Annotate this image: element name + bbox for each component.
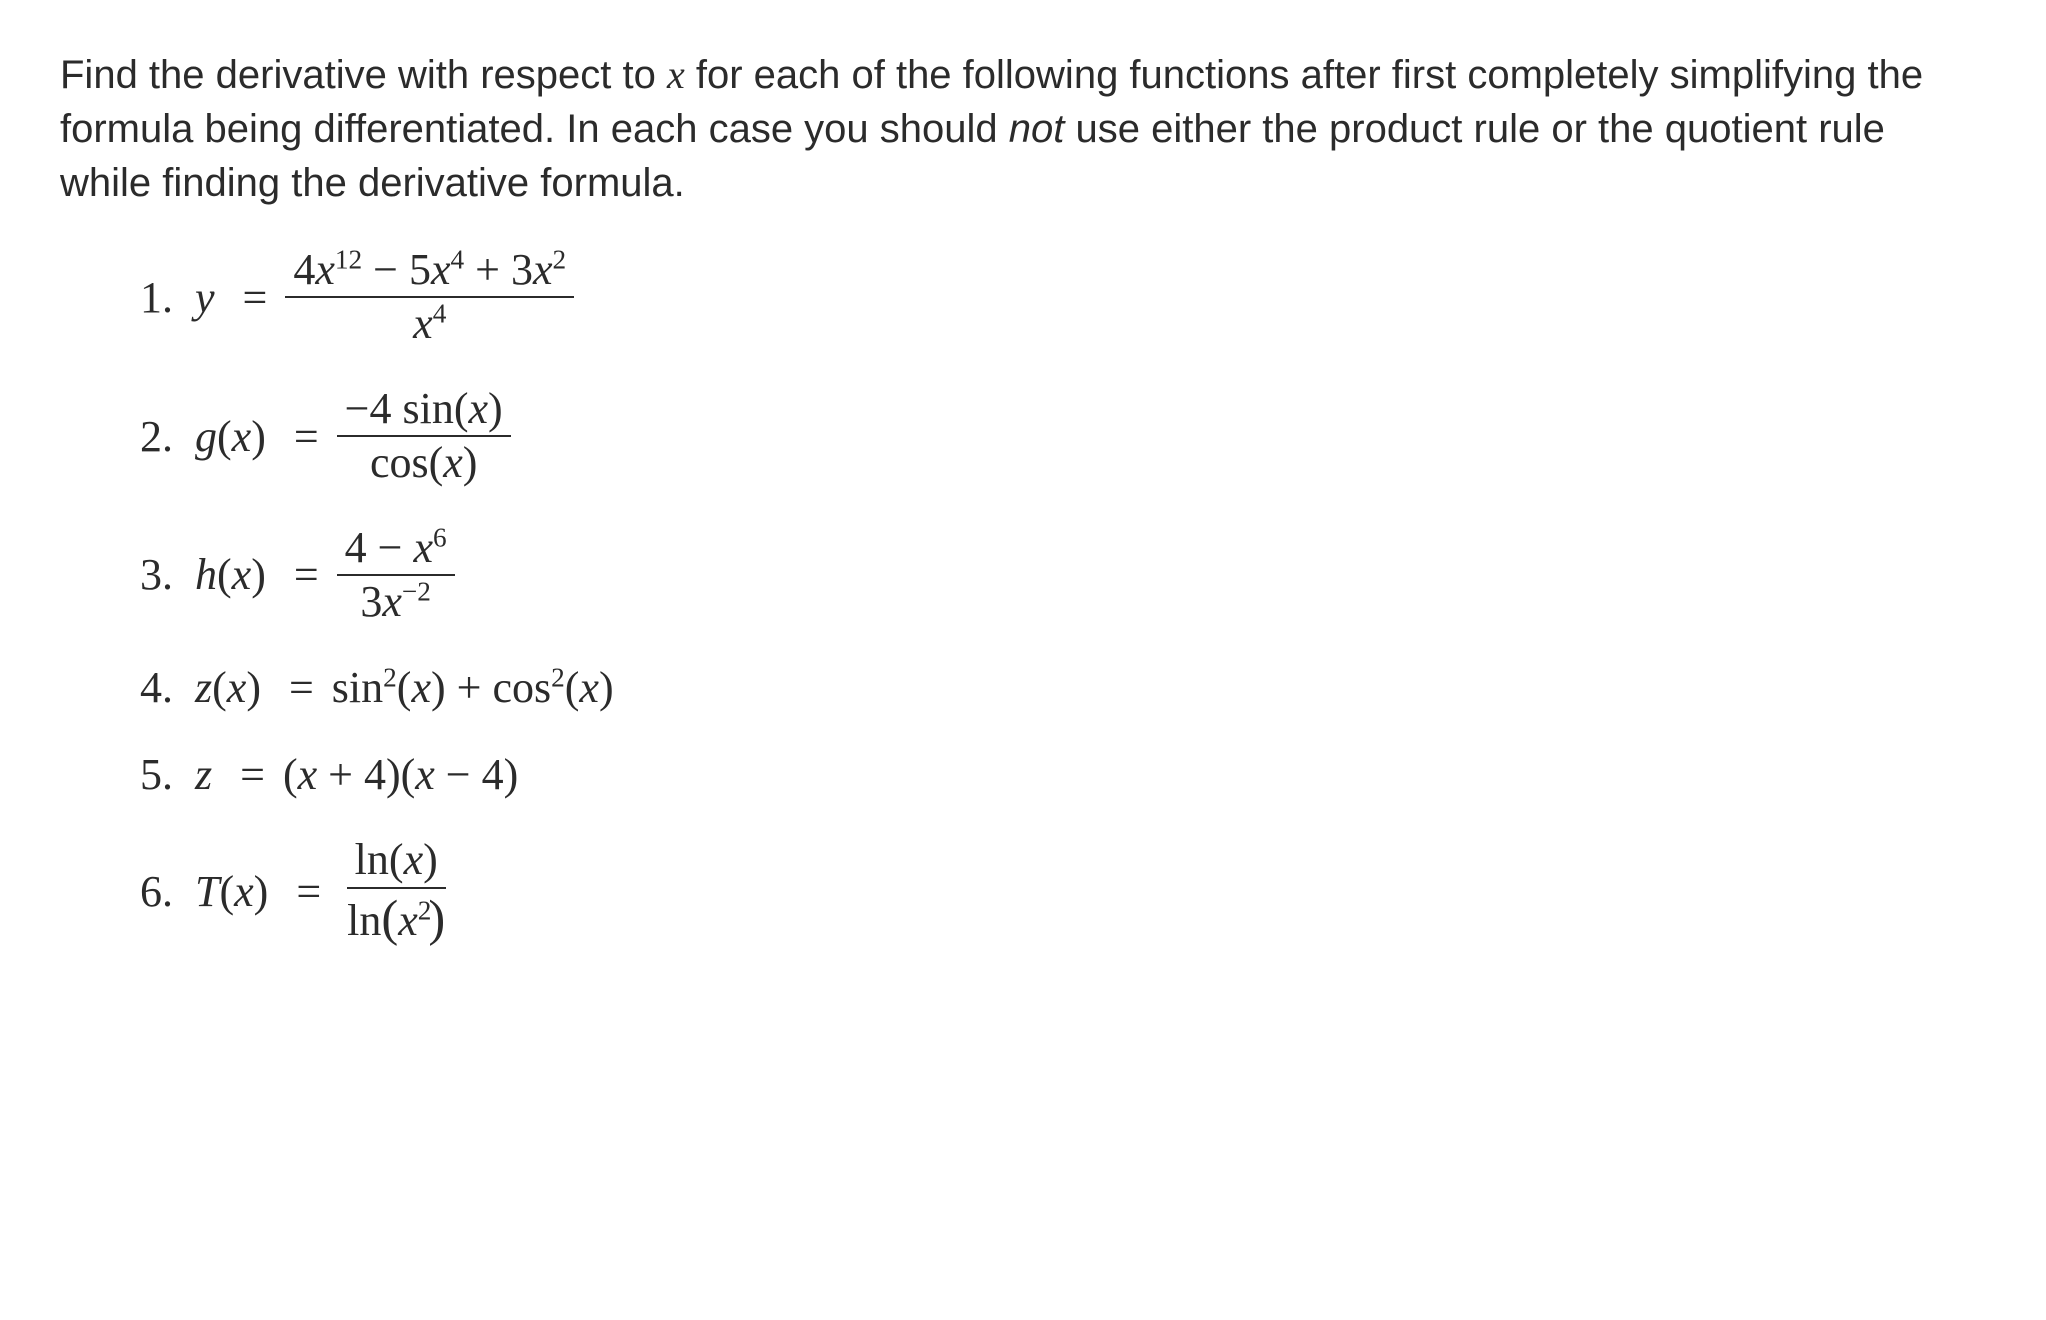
problem-item: 5.z = (x + 4)(x − 4) bbox=[140, 749, 1986, 800]
problem-item: 3.h(x) = 4 − x63x−2 bbox=[140, 524, 1986, 627]
problem-item: 6.T(x) = ln(x)ln(x2) bbox=[140, 836, 1986, 946]
intro-part1: Find the derivative with respect to bbox=[60, 53, 667, 97]
fraction-denominator: 3x−2 bbox=[352, 576, 439, 626]
equals-sign: = bbox=[296, 866, 321, 917]
fraction: −4 sin(x)cos(x) bbox=[337, 385, 511, 488]
problem-number: 6. bbox=[140, 866, 195, 917]
equals-sign: = bbox=[240, 749, 265, 800]
equation-lhs: z(x) bbox=[195, 662, 261, 713]
fraction-numerator: 4x12 − 5x4 + 3x2 bbox=[285, 246, 574, 298]
problem-number: 2. bbox=[140, 411, 195, 462]
problem-number: 4. bbox=[140, 662, 195, 713]
fraction: 4 − x63x−2 bbox=[337, 524, 455, 627]
equation-rhs: sin2(x) + cos2(x) bbox=[332, 662, 614, 713]
equation-lhs: y bbox=[195, 272, 215, 323]
equation: T(x) = ln(x)ln(x2) bbox=[195, 836, 453, 946]
equals-sign: = bbox=[294, 411, 319, 462]
problem-item: 4.z(x) = sin2(x) + cos2(x) bbox=[140, 662, 1986, 713]
problem-number: 3. bbox=[140, 549, 195, 600]
intro-variable-x: x bbox=[667, 52, 685, 97]
instructions-text: Find the derivative with respect to x fo… bbox=[60, 48, 1980, 210]
intro-not-emphasis: not bbox=[1009, 107, 1065, 151]
fraction-numerator: −4 sin(x) bbox=[337, 385, 511, 437]
problem-item: 1.y = 4x12 − 5x4 + 3x2x4 bbox=[140, 246, 1986, 349]
equation-rhs: (x + 4)(x − 4) bbox=[283, 749, 518, 800]
fraction: 4x12 − 5x4 + 3x2x4 bbox=[285, 246, 574, 349]
fraction-denominator: x4 bbox=[405, 298, 454, 348]
problem-item: 2.g(x) = −4 sin(x)cos(x) bbox=[140, 385, 1986, 488]
equation: z(x) = sin2(x) + cos2(x) bbox=[195, 662, 614, 713]
equation-lhs: g(x) bbox=[195, 411, 266, 462]
equation: g(x) = −4 sin(x)cos(x) bbox=[195, 385, 511, 488]
equation-lhs: T(x) bbox=[195, 866, 268, 917]
equals-sign: = bbox=[243, 272, 268, 323]
fraction-denominator: cos(x) bbox=[362, 437, 486, 487]
problem-list: 1.y = 4x12 − 5x4 + 3x2x4 2.g(x) = −4 sin(x)co… bbox=[140, 246, 1986, 946]
equation: h(x) = 4 − x63x−2 bbox=[195, 524, 455, 627]
equation-lhs: h(x) bbox=[195, 549, 266, 600]
equals-sign: = bbox=[294, 549, 319, 600]
fraction: ln(x)ln(x2) bbox=[339, 836, 453, 946]
problem-number: 5. bbox=[140, 749, 195, 800]
fraction-denominator: ln(x2) bbox=[339, 889, 453, 947]
problem-number: 1. bbox=[140, 272, 195, 323]
fraction-numerator: 4 − x6 bbox=[337, 524, 455, 576]
equation: z = (x + 4)(x − 4) bbox=[195, 749, 518, 800]
equation: y = 4x12 − 5x4 + 3x2x4 bbox=[195, 246, 574, 349]
fraction-numerator: ln(x) bbox=[347, 836, 446, 888]
equals-sign: = bbox=[289, 662, 314, 713]
equation-lhs: z bbox=[195, 749, 212, 800]
